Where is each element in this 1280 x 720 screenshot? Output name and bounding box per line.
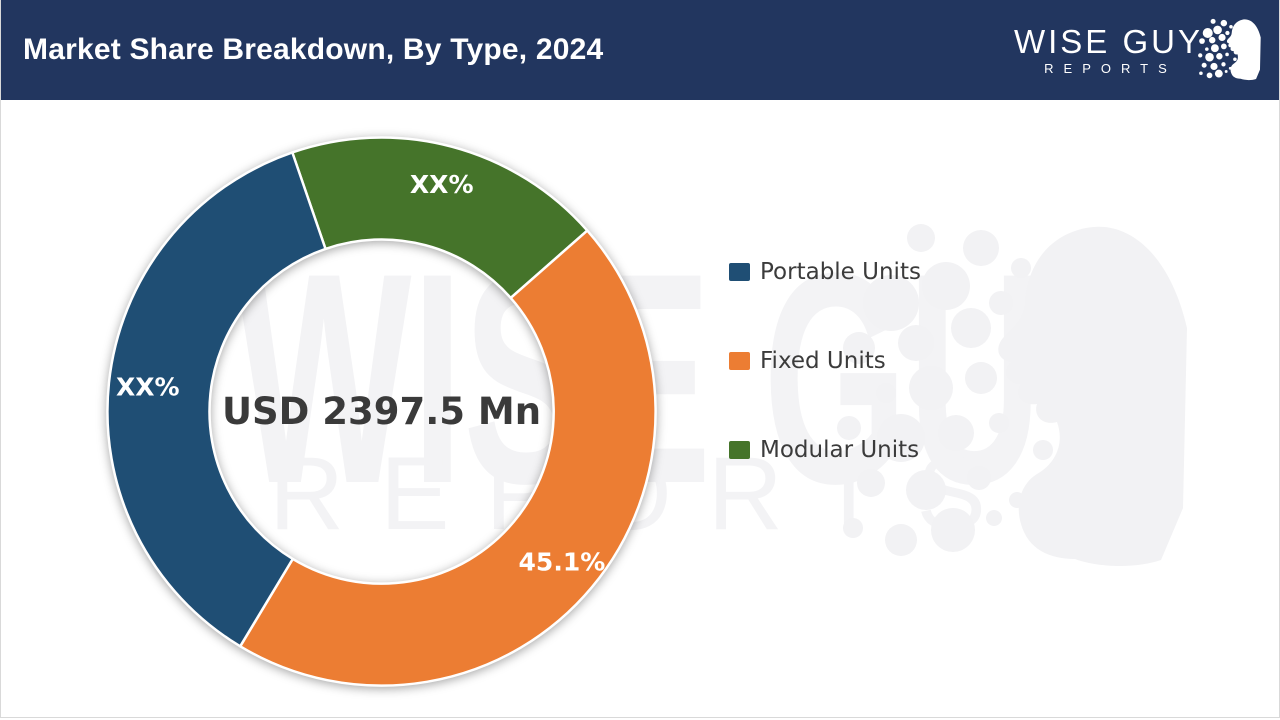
- header: Market Share Breakdown, By Type, 2024 WI…: [1, 0, 1279, 100]
- legend-label-modular-units: Modular Units: [760, 437, 920, 463]
- wiseguy-logo-text: WISE GUY REPORTS: [1014, 25, 1203, 76]
- donut-segment-portable-units: [106, 151, 327, 648]
- legend-label-fixed-units: Fixed Units: [760, 348, 886, 374]
- legend-item-modular-units: Modular Units: [729, 437, 921, 463]
- donut-segment-modular-units: [291, 136, 589, 300]
- segment-label-portable-units: XX%: [116, 372, 180, 401]
- logo-subtitle: REPORTS: [1044, 60, 1177, 76]
- logo-face-icon: [1198, 18, 1261, 81]
- legend-swatch-fixed-units: [729, 352, 750, 370]
- legend-item-fixed-units: Fixed Units: [729, 348, 921, 374]
- logo-wordmark: WISE GUY: [1013, 22, 1203, 60]
- chart-area: WISE GUY REPORTS XX% 45.1% XX% USD 2397.5 M…: [1, 100, 1279, 717]
- legend-swatch-portable-units: [729, 263, 750, 281]
- legend-item-portable-units: Portable Units: [729, 259, 921, 285]
- legend-swatch-modular-units: [729, 441, 750, 459]
- segment-label-fixed-units: 45.1%: [519, 548, 606, 577]
- page-title: Market Share Breakdown, By Type, 2024: [23, 33, 604, 66]
- donut-wedges: [106, 136, 657, 687]
- legend-label-portable-units: Portable Units: [760, 259, 921, 285]
- donut-segment-fixed-units: [238, 229, 657, 687]
- segment-label-modular-units: XX%: [410, 170, 474, 199]
- wiseguy-logo: WISE GUY REPORTS: [1014, 0, 1265, 100]
- legend: Portable Units Fixed Units Modular Units: [729, 259, 921, 526]
- donut-center-label: USD 2397.5 Mn: [222, 390, 541, 433]
- donut-chart: XX% 45.1% XX% USD 2397.5 Mn: [106, 136, 657, 687]
